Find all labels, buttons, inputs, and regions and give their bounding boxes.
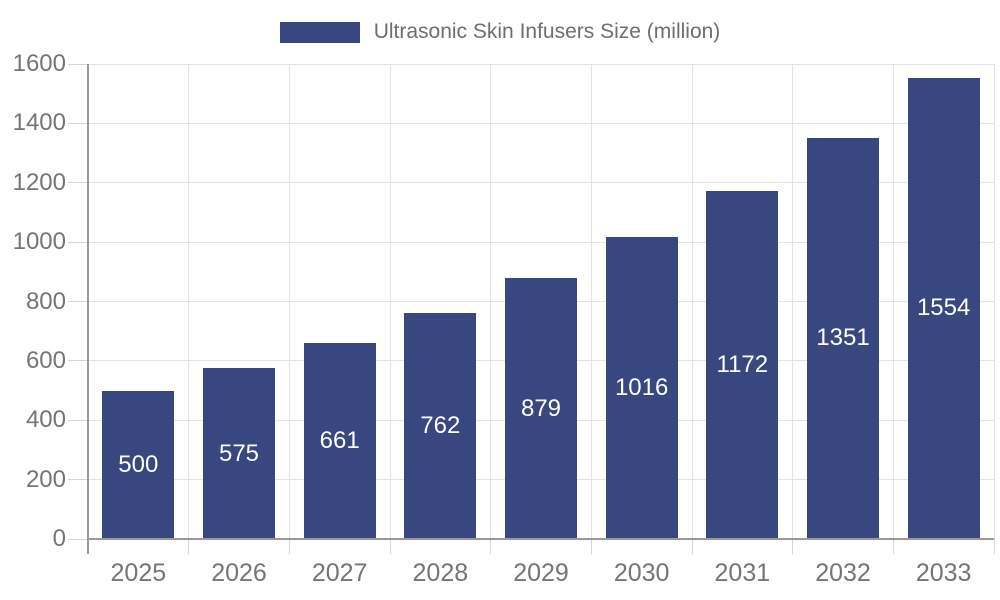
x-axis-tick [993,539,995,554]
x-axis-label: 2033 [915,559,972,587]
y-axis-label: 1200 [12,168,66,196]
bar[interactable]: 500 [102,390,175,539]
x-gridline [288,64,290,539]
legend-swatch [279,21,360,43]
x-axis-tick [389,539,391,554]
x-axis-tick [490,539,492,554]
x-axis-label: 2030 [613,559,670,587]
x-axis-tick [188,539,190,554]
y-gridline [88,182,994,184]
bar-value-label: 762 [420,411,461,439]
bar-value-label: 1554 [916,294,971,322]
y-axis-label: 0 [52,525,66,552]
y-axis-label: 1400 [12,109,66,137]
x-axis-tick [590,539,592,554]
y-axis-tick [68,301,88,302]
legend-label: Ultrasonic Skin Infusers Size (million) [373,20,721,43]
y-axis-tick [68,63,88,65]
bar-value-label: 1016 [614,374,669,402]
bar[interactable]: 1172 [706,191,779,539]
x-axis-label: 2026 [211,559,267,587]
x-axis-label: 2031 [714,559,771,587]
bar[interactable]: 1016 [605,237,678,539]
bar-value-label: 575 [218,439,260,467]
y-axis-label: 400 [25,406,66,434]
y-axis-line [87,64,89,554]
y-gridline [88,63,994,65]
y-axis-tick [68,479,88,481]
x-gridline [993,64,995,539]
y-axis-tick [68,360,88,362]
x-gridline [188,64,190,539]
bar[interactable]: 762 [404,312,477,539]
bar-value-label: 500 [118,450,159,478]
bar-value-label: 661 [319,426,360,454]
bar[interactable]: 879 [505,278,577,539]
x-axis-label: 2028 [412,559,469,587]
bar[interactable]: 575 [203,368,275,539]
x-gridline [792,64,794,539]
y-axis-label: 200 [25,465,66,493]
y-axis-label: 600 [25,346,66,374]
x-gridline [691,64,693,539]
x-axis-tick [792,539,794,554]
bar[interactable]: 661 [303,342,376,539]
bar-value-label: 1351 [816,324,870,352]
y-gridline [88,241,994,243]
y-gridline [88,122,994,124]
x-axis-tick [892,539,894,554]
y-axis-label: 1600 [12,50,66,77]
y-axis-tick [68,182,88,184]
x-gridline [490,64,492,539]
y-axis-tick [68,241,88,243]
x-axis-label: 2025 [110,559,167,587]
bar[interactable]: 1554 [907,77,980,539]
y-axis-tick [68,538,88,540]
y-axis-label: 800 [25,287,66,315]
x-axis-label: 2027 [311,559,368,587]
x-axis-line [87,538,994,540]
x-gridline [389,64,391,539]
x-axis-tick [288,539,290,554]
bar-value-label: 879 [520,394,562,422]
y-axis-tick [68,122,88,124]
bar[interactable]: 1351 [807,137,879,539]
legend[interactable]: Ultrasonic Skin Infusers Size (million) [0,20,1000,44]
y-axis-tick [68,419,88,421]
bar-value-label: 1172 [716,351,769,379]
x-axis-tick [691,539,693,554]
x-gridline [892,64,894,539]
y-axis-label: 1000 [12,228,66,256]
x-axis-label: 2032 [815,559,871,587]
x-axis-label: 2029 [513,559,569,587]
x-gridline [590,64,592,539]
